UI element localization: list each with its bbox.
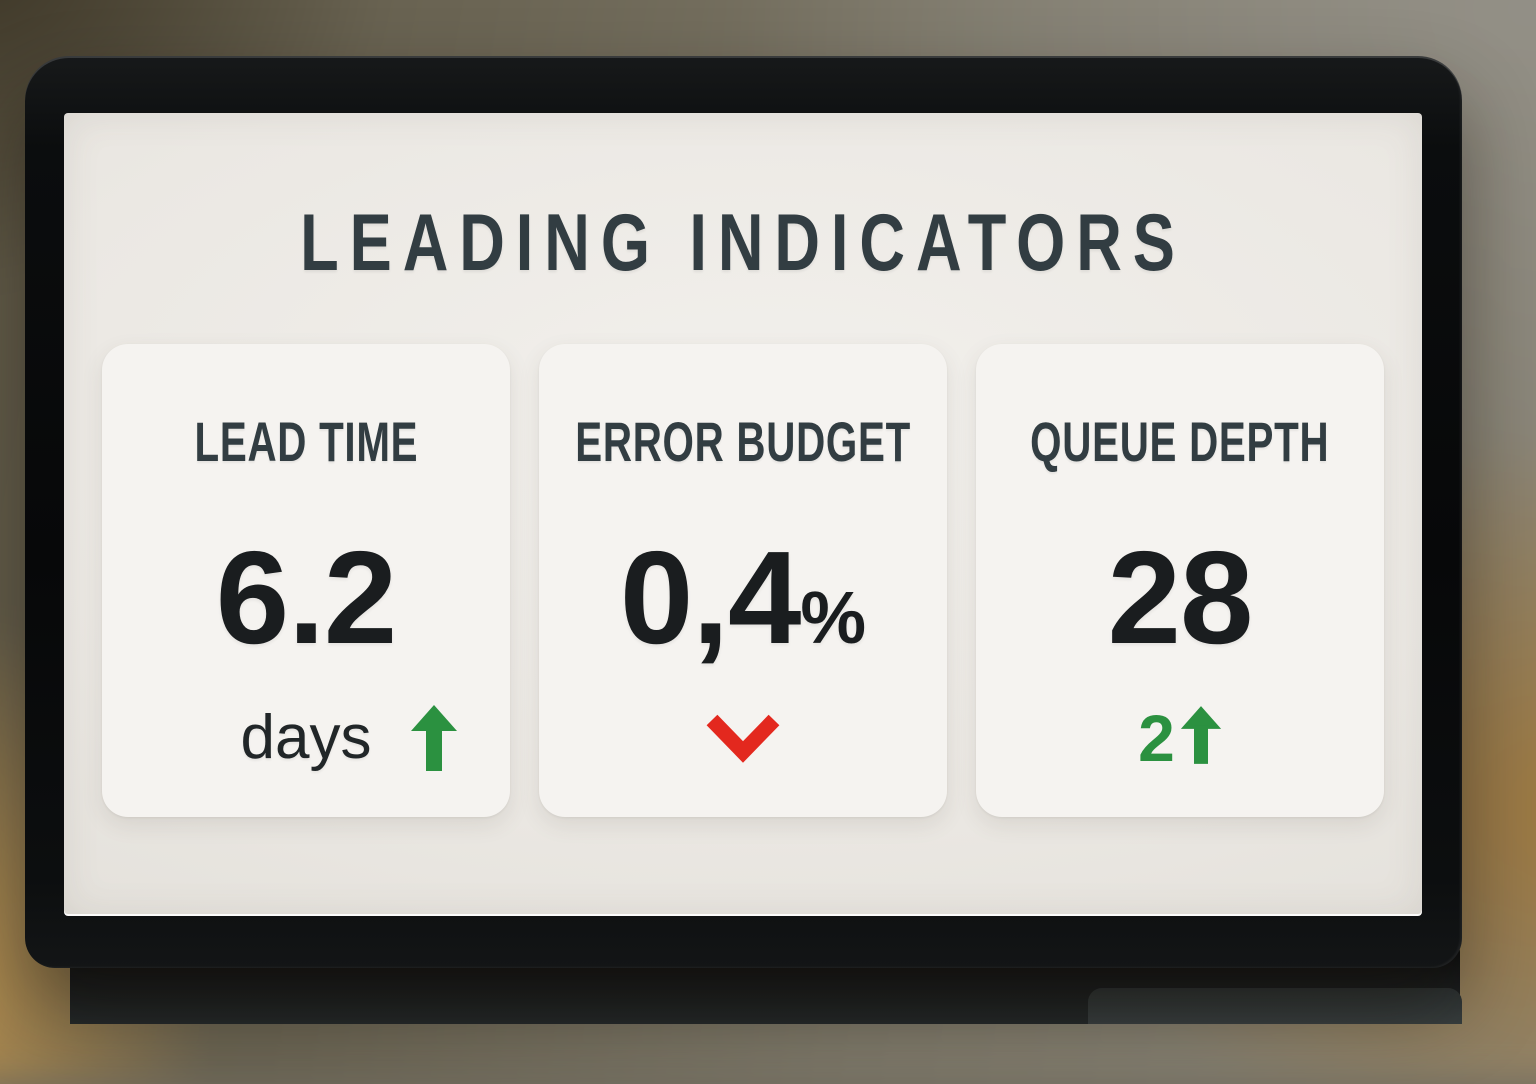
card-label: ERROR BUDGET xyxy=(575,410,911,473)
kpi-cards-row: LEAD TIME 6.2 days ERROR BUDGET 0,4% xyxy=(64,344,1422,817)
metric-number: 0,4 xyxy=(619,524,801,671)
trend-row: days xyxy=(102,702,510,774)
metric-unit: % xyxy=(800,576,867,659)
trend-delta: 2 xyxy=(1138,701,1175,775)
trend-delta-group: 2 xyxy=(1138,705,1222,771)
arrow-up-icon xyxy=(1180,706,1221,764)
laptop-hinge xyxy=(1088,988,1462,1024)
card-label: LEAD TIME xyxy=(194,410,418,473)
card-label: QUEUE DEPTH xyxy=(1030,410,1330,473)
metric-unit: days xyxy=(240,703,372,772)
trend-row: 2 xyxy=(976,702,1384,774)
trend-row xyxy=(539,702,947,774)
page-title: LEADING INDICATORS xyxy=(300,198,1186,288)
laptop-screen: LEADING INDICATORS LEAD TIME 6.2 days ER… xyxy=(64,113,1422,916)
metric-value: 6.2 xyxy=(215,524,397,671)
metric-value: 28 xyxy=(1107,524,1254,671)
kpi-card-error-budget: ERROR BUDGET 0,4% xyxy=(539,344,947,817)
kpi-card-queue-depth: QUEUE DEPTH 28 2 xyxy=(976,344,1384,817)
metric-value: 0,4% xyxy=(620,532,866,664)
arrow-up-icon xyxy=(411,705,457,771)
chevron-down-icon xyxy=(706,714,780,763)
kpi-card-lead-time: LEAD TIME 6.2 days xyxy=(102,344,510,817)
